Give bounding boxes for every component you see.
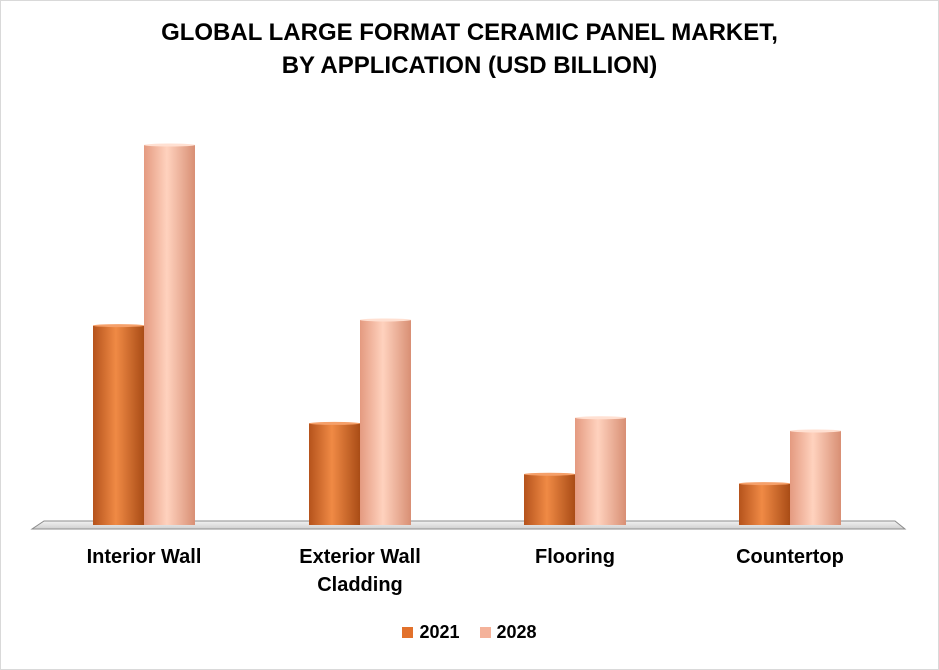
bar-top-2021-3 (739, 482, 790, 486)
bar-2021-countertop (739, 483, 790, 525)
legend-label: 2021 (419, 622, 460, 642)
bar-top-2021-1 (309, 421, 360, 425)
bar-2021-interior-wall (93, 325, 144, 525)
bar-top-2028-2 (575, 416, 626, 420)
bar-top-2028-3 (790, 429, 841, 433)
category-label-line: Countertop (736, 546, 844, 568)
category-label: Countertop (736, 546, 844, 568)
legend-swatch (402, 627, 414, 638)
category-label-line: Interior Wall (87, 546, 202, 568)
category-labels: Interior Wall Exterior Wall Cladding Floori… (87, 546, 844, 596)
bar-top-2021-0 (93, 324, 144, 328)
bar-top-2028-0 (144, 143, 195, 147)
category-label-line: Flooring (535, 546, 615, 568)
chart-title: GLOBAL LARGE FORMAT CERAMIC PANEL MARKET… (0, 16, 939, 82)
bars-group (93, 143, 841, 526)
bar-2028-countertop (790, 430, 841, 525)
legend-item-2021: 2021 (402, 622, 460, 643)
category-label-line: Exterior Wall (299, 546, 421, 568)
bar-top-2021-2 (524, 472, 575, 476)
legend-item-2028: 2028 (479, 622, 537, 643)
legend-label: 2028 (496, 622, 537, 642)
category-label: Flooring (535, 546, 615, 568)
chart-title-line-2: BY APPLICATION (USD BILLION) (281, 52, 658, 79)
bar-2021-exterior-wall-cladding (309, 423, 360, 525)
bar-2021-flooring (524, 474, 575, 525)
bar-2028-flooring (575, 417, 626, 525)
legend: 2021 2028 (0, 622, 939, 643)
bar-top-2028-1 (360, 318, 411, 322)
legend-swatch (479, 627, 491, 638)
bar-2028-interior-wall (144, 145, 195, 526)
bar-2028-exterior-wall-cladding (360, 319, 411, 525)
category-label: Interior Wall (87, 546, 202, 568)
chart-title-line-1: GLOBAL LARGE FORMAT CERAMIC PANEL MARKET… (161, 19, 778, 46)
category-label: Exterior Wall Cladding (299, 546, 421, 596)
category-label-line: Cladding (317, 574, 403, 596)
